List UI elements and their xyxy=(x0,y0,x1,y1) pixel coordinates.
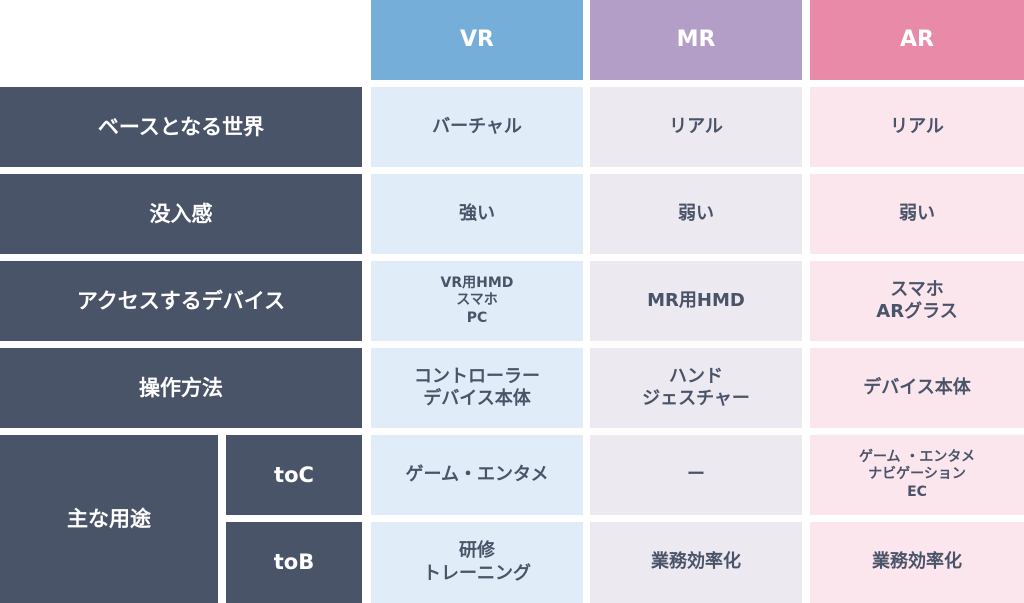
row-label: ベースとなる世界 xyxy=(0,87,362,167)
cell: スマホ ARグラス xyxy=(810,261,1024,341)
cell: ゲーム ・エンタメ ナビゲーション EC xyxy=(810,435,1024,515)
cell: ー xyxy=(590,435,802,515)
cell: リアル xyxy=(590,87,802,167)
cell: 弱い xyxy=(810,174,1024,254)
cell: デバイス本体 xyxy=(810,348,1024,428)
cell: MR用HMD xyxy=(590,261,802,341)
column-header: AR xyxy=(810,0,1024,80)
cell: 業務効率化 xyxy=(590,522,802,603)
group-label: 主な用途 xyxy=(0,435,218,603)
cell: リアル xyxy=(810,87,1024,167)
subrow-label: toC xyxy=(226,435,362,515)
cell: 強い xyxy=(371,174,583,254)
row-label: 操作方法 xyxy=(0,348,362,428)
cell: 研修 トレーニング xyxy=(371,522,583,603)
column-header: MR xyxy=(590,0,802,80)
cell: VR用HMD スマホ PC xyxy=(371,261,583,341)
cell: ハンド ジェスチャー xyxy=(590,348,802,428)
row-label: 没入感 xyxy=(0,174,362,254)
cell: 業務効率化 xyxy=(810,522,1024,603)
cell: ゲーム・エンタメ xyxy=(371,435,583,515)
cell: 弱い xyxy=(590,174,802,254)
subrow-label: toB xyxy=(226,522,362,603)
row-label: アクセスするデバイス xyxy=(0,261,362,341)
cell: バーチャル xyxy=(371,87,583,167)
column-header: VR xyxy=(371,0,583,80)
cell: コントローラー デバイス本体 xyxy=(371,348,583,428)
